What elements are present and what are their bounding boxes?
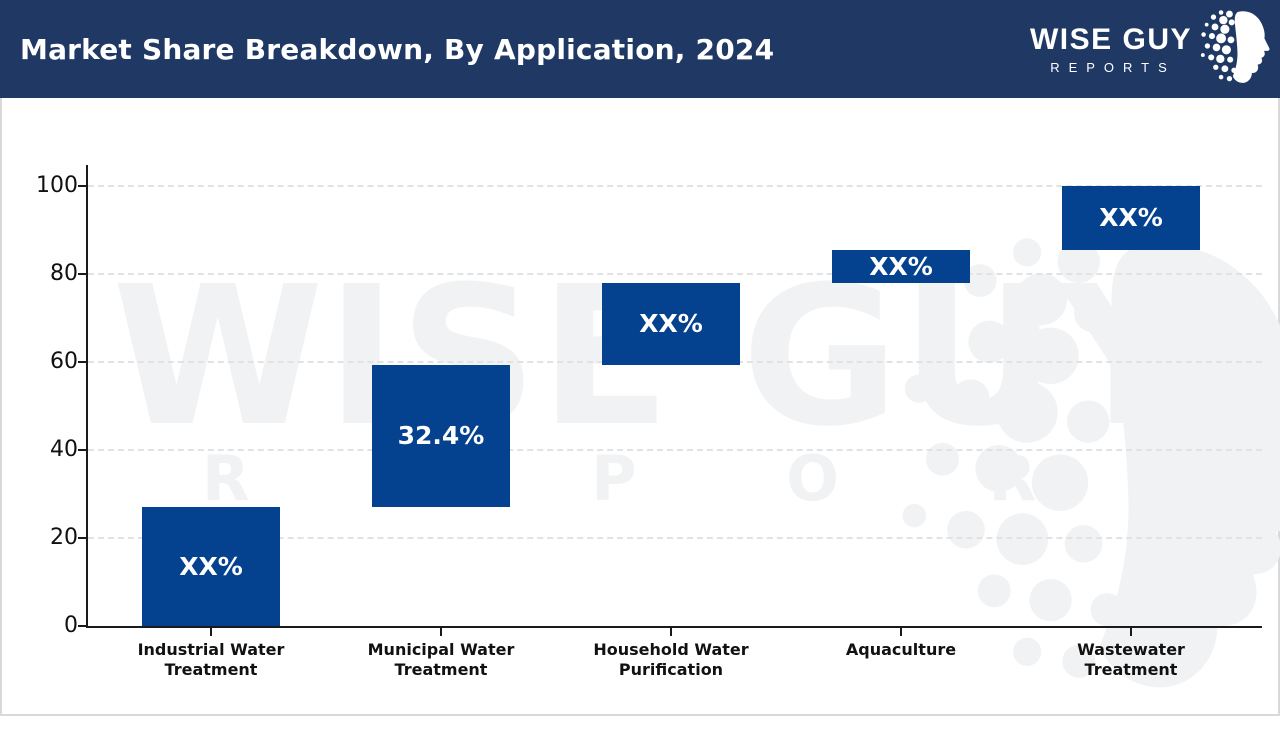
y-gridline-40: [88, 449, 1262, 451]
y-axis-tick-0: [78, 625, 88, 627]
y-axis-tick-20: [78, 537, 88, 539]
y-tick-label-40: 40: [50, 437, 78, 462]
logo-text: WISE GUY REPORTS: [1029, 22, 1192, 75]
bar-value-label-municipal-water-treatment: 32.4%: [397, 421, 485, 451]
x-category-label-aquaculture: Aquaculture: [845, 640, 957, 659]
x-category-label-municipal-water-treatment: Municipal Water Treatment: [367, 640, 515, 679]
logo-subtitle: REPORTS: [1050, 59, 1176, 75]
y-gridline-80: [88, 273, 1262, 275]
bar-aquaculture: XX%: [832, 249, 970, 283]
y-tick-label-80: 80: [50, 261, 78, 286]
x-axis-tick-aquaculture: [900, 628, 902, 636]
y-tick-label-0: 0: [64, 613, 78, 638]
y-axis-tick-60: [78, 361, 88, 363]
bar-value-label-industrial-water-treatment: XX%: [179, 552, 243, 582]
y-tick-label-60: 60: [50, 349, 78, 374]
header-bar: Market Share Breakdown, By Application, …: [0, 0, 1280, 98]
y-axis-line: [86, 165, 88, 628]
x-axis-tick-wastewater-treatment: [1130, 628, 1132, 636]
y-axis-tick-80: [78, 273, 88, 275]
bar-value-label-wastewater-treatment: XX%: [1099, 203, 1163, 233]
y-axis-tick-100: [78, 185, 88, 187]
logo-wordmark: WISE GUY: [1029, 22, 1192, 56]
x-axis-tick-industrial-water-treatment: [210, 628, 212, 636]
bar-municipal-water-treatment: 32.4%: [372, 364, 510, 508]
bar-industrial-water-treatment: XX%: [142, 507, 280, 626]
y-gridline-100: [88, 185, 1262, 187]
wise-guy-reports-logo: WISE GUY REPORTS: [1030, 6, 1272, 92]
x-category-label-household-water-purification: Household Water Purification: [593, 640, 749, 679]
x-axis-tick-household-water-purification: [670, 628, 672, 636]
y-tick-label-100: 100: [36, 173, 78, 198]
waterfall-chart: 0 20 40 60 80 100 XX% Industrial Water Treatmen…: [36, 165, 1262, 679]
bar-value-label-household-water-purification: XX%: [639, 309, 703, 339]
y-tick-label-20: 20: [50, 525, 78, 550]
bar-household-water-purification: XX%: [602, 282, 740, 365]
bar-value-label-aquaculture: XX%: [869, 251, 933, 281]
x-category-label-industrial-water-treatment: Industrial Water Treatment: [137, 640, 285, 679]
page-title: Market Share Breakdown, By Application, …: [20, 32, 775, 66]
bar-wastewater-treatment: XX%: [1062, 186, 1200, 250]
x-category-label-wastewater-treatment: Wastewater Treatment: [1077, 640, 1185, 679]
x-axis-line: [86, 626, 1262, 628]
y-axis-tick-40: [78, 449, 88, 451]
x-axis-tick-municipal-water-treatment: [440, 628, 442, 636]
y-gridline-20: [88, 537, 1262, 539]
